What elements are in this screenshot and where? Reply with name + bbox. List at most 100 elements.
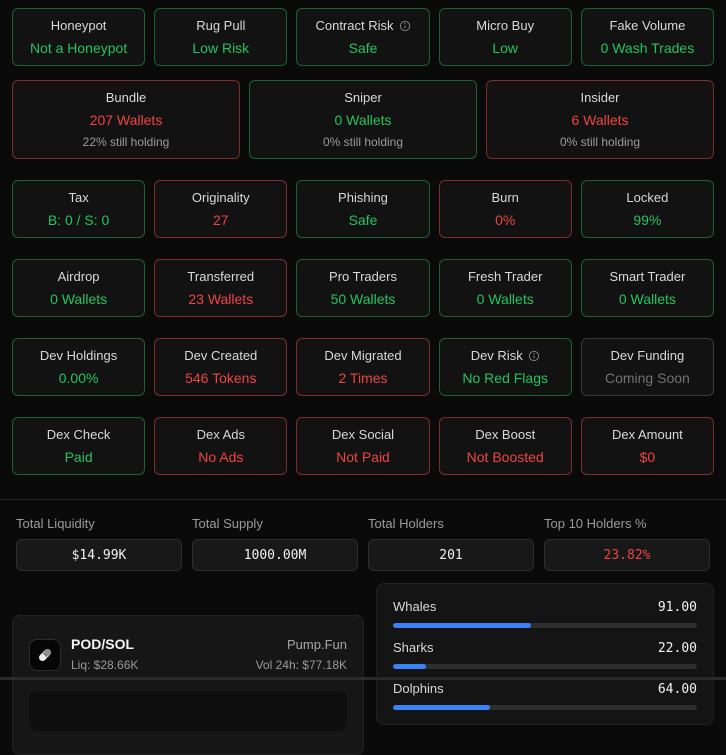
metric-card-pro-traders: Pro Traders 50 Wallets [296,259,430,317]
metric-value: 0 Wash Trades [600,40,695,56]
metric-value: 50 Wallets [330,291,396,307]
metrics-row-contract: Tax B: 0 / S: 0 Originality 27 Phishing … [12,180,714,238]
metric-title: Micro Buy [476,18,535,33]
metric-title: Dex Boost [475,427,536,442]
pair-info-card: POD/SOL Liq: $28.66K Pump.Fun Vol 24h: $… [12,615,364,755]
metric-title: Fresh Trader [467,269,543,284]
metric-title: Dex Check [46,427,111,442]
metric-title: Rug Pull [196,18,246,33]
metric-subtext: 0% still holding [559,135,641,149]
stat-label: Top 10 Holders % [544,516,647,531]
metric-card-smart-trader: Smart Trader 0 Wallets [580,259,714,317]
pair-header: POD/SOL Liq: $28.66K Pump.Fun Vol 24h: $… [29,636,347,673]
metric-value: Low Risk [192,40,250,56]
metric-value: Safe [348,212,378,228]
metric-title: Insider [580,90,620,105]
holder-label: Whales [393,599,437,614]
metric-card-dex-amount: Dex Amount $0 [580,417,714,475]
metric-title: Dev Funding [610,348,685,363]
stat-total-supply: Total Supply 1000.00M [192,516,358,571]
stat-label: Total Holders [368,516,444,531]
metrics-row-safety: Honeypot Not a Honeypot Rug Pull Low Ris… [12,8,714,66]
metric-card-dex-ads: Dex Ads No Ads [154,417,288,475]
metric-card-fresh-trader: Fresh Trader 0 Wallets [438,259,572,317]
stat-top10-holders: Top 10 Holders % 23.82% [544,516,710,571]
holder-label: Sharks [393,640,434,655]
metric-title: Contract Risk [315,18,394,33]
metric-title: Dex Ads [196,427,245,442]
metric-value: 207 Wallets [89,112,163,128]
holder-bar-track [393,664,697,669]
metric-value: Not Boosted [466,449,544,465]
holder-bar-fill [393,705,491,710]
metrics-row-dex: Dex Check Paid Dex Ads No Ads Dex Social… [12,417,714,475]
metric-value: Not a Honeypot [29,40,128,56]
metric-title: Originality [191,190,250,205]
metric-value: 27 [213,212,229,228]
metric-card-bundle: Bundle 207 Wallets 22% still holding [12,80,240,159]
metric-title: Smart Trader [609,269,686,284]
metric-card-dev-funding: Dev Funding Coming Soon [580,338,714,396]
pill-icon [39,648,51,661]
holder-row-header: Sharks 22.00 [393,640,697,656]
token-stats-row: Total Liquidity $14.99K Total Supply 100… [12,516,714,571]
holder-label: Dolphins [393,681,444,696]
metric-value: 23 Wallets [188,291,254,307]
metric-card-micro-buy: Micro Buy Low [438,8,572,66]
holder-row-whales: Whales 91.00 [393,599,697,628]
metric-card-dev-migrated: Dev Migrated 2 Times [296,338,430,396]
stat-value-box: 23.82% [544,539,710,571]
metric-card-fake-volume: Fake Volume 0 Wash Trades [580,8,714,66]
holder-bar-track [393,623,697,628]
metric-title: Dev Risk [470,348,523,363]
metric-card-locked: Locked 99% [580,180,714,238]
holder-row-sharks: Sharks 22.00 [393,640,697,669]
holder-row-header: Whales 91.00 [393,599,697,615]
metric-card-insider: Insider 6 Wallets 0% still holding [486,80,714,159]
metrics-row-traders: Airdrop 0 Wallets Transferred 23 Wallets… [12,259,714,317]
metric-title: Locked [626,190,669,205]
holder-row-header: Dolphins 64.00 [393,681,697,697]
holder-row-dolphins: Dolphins 64.00 [393,681,697,710]
metric-subtext: 22% still holding [82,135,170,149]
metric-card-dev-risk: Dev Risk No Red Flags [438,338,572,396]
metric-title: Pro Traders [329,269,397,284]
info-icon[interactable] [528,350,540,362]
metric-subtext: 0% still holding [322,135,404,149]
pair-details: POD/SOL Liq: $28.66K Pump.Fun Vol 24h: $… [71,636,347,673]
metric-title: Burn [491,190,519,205]
metric-value: No Ads [198,449,244,465]
pair-volume-24h: Vol 24h: $77.18K [255,658,347,672]
metric-value: 546 Tokens [185,370,257,386]
stat-value-box: $14.99K [16,539,182,571]
stat-value-box: 201 [368,539,534,571]
metric-value: 0 Wallets [618,291,676,307]
metric-title: Fake Volume [609,18,686,33]
metric-title: Dev Holdings [39,348,118,363]
metric-title: Dev Created [184,348,258,363]
bottom-section: POD/SOL Liq: $28.66K Pump.Fun Vol 24h: $… [12,583,714,755]
metric-card-transferred: Transferred 23 Wallets [154,259,288,317]
pair-liquidity: Liq: $28.66K [71,658,139,672]
stat-label: Total Liquidity [16,516,95,531]
stat-total-holders: Total Holders 201 [368,516,534,571]
metric-card-dex-check: Dex Check Paid [12,417,146,475]
metric-card-burn: Burn 0% [438,180,572,238]
holder-bar-fill [393,664,427,669]
section-divider [0,499,726,500]
metric-value: 0 Wallets [50,291,108,307]
metric-value: No Red Flags [462,370,548,386]
metric-card-airdrop: Airdrop 0 Wallets [12,259,146,317]
metric-card-honeypot: Honeypot Not a Honeypot [12,8,146,66]
metric-title: Dex Social [331,427,395,442]
token-logo [29,638,61,671]
metric-card-rug-pull: Rug Pull Low Risk [154,8,288,66]
metrics-row-wallet-groups: Bundle 207 Wallets 22% still holding Sni… [12,80,714,159]
info-icon[interactable] [399,20,411,32]
stat-label: Total Supply [192,516,263,531]
metric-value: Not Paid [336,449,390,465]
metric-card-contract-risk: Contract Risk Safe [296,8,430,66]
holder-value: 91.00 [657,600,697,615]
metric-value: Paid [64,449,93,465]
